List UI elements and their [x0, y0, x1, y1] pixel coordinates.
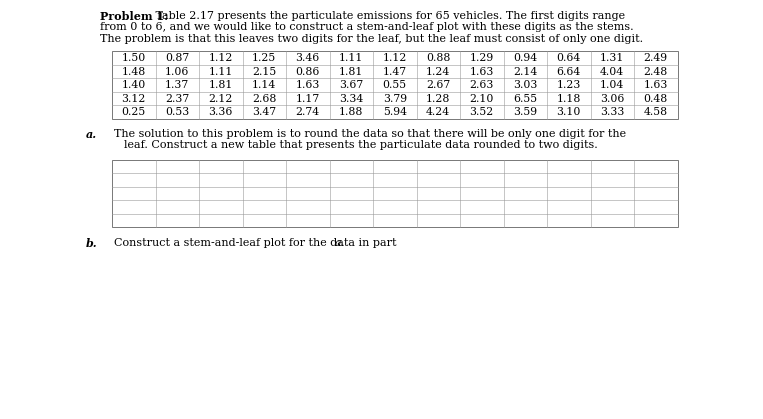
- Text: 0.87: 0.87: [165, 53, 189, 63]
- Text: a: a: [335, 238, 342, 248]
- Text: 6.55: 6.55: [513, 94, 537, 104]
- Text: 3.46: 3.46: [295, 53, 320, 63]
- Text: 1.81: 1.81: [208, 80, 233, 90]
- Text: 1.31: 1.31: [600, 53, 624, 63]
- Text: 0.55: 0.55: [383, 80, 407, 90]
- Text: 4.58: 4.58: [644, 107, 668, 117]
- Text: 2.68: 2.68: [252, 94, 276, 104]
- Text: 1.48: 1.48: [121, 67, 146, 77]
- Bar: [112, 52, 678, 119]
- Text: Table 2.17 presents the particulate emissions for 65 vehicles. The first digits : Table 2.17 presents the particulate emis…: [152, 11, 625, 21]
- Text: 3.34: 3.34: [339, 94, 363, 104]
- Text: 4.24: 4.24: [427, 107, 450, 117]
- Text: 3.36: 3.36: [208, 107, 233, 117]
- Text: 0.86: 0.86: [295, 67, 320, 77]
- Text: 1.06: 1.06: [165, 67, 189, 77]
- Bar: [112, 160, 678, 228]
- Text: 0.48: 0.48: [644, 94, 668, 104]
- Text: 1.88: 1.88: [339, 107, 363, 117]
- Text: 2.49: 2.49: [644, 53, 668, 63]
- Text: 3.06: 3.06: [600, 94, 624, 104]
- Text: 2.74: 2.74: [296, 107, 320, 117]
- Text: 0.94: 0.94: [513, 53, 537, 63]
- Text: 1.12: 1.12: [382, 53, 407, 63]
- Text: 0.25: 0.25: [121, 107, 146, 117]
- Text: 2.67: 2.67: [426, 80, 450, 90]
- Text: a.: a.: [86, 129, 97, 140]
- Text: 1.63: 1.63: [643, 80, 668, 90]
- Text: 1.37: 1.37: [165, 80, 189, 90]
- Text: .: .: [341, 238, 345, 248]
- Text: 3.12: 3.12: [121, 94, 146, 104]
- Text: The problem is that this leaves two digits for the leaf, but the leaf must consi: The problem is that this leaves two digi…: [100, 34, 643, 44]
- Text: 3.79: 3.79: [383, 94, 407, 104]
- Text: b.: b.: [86, 238, 98, 248]
- Text: 2.10: 2.10: [469, 94, 494, 104]
- Text: 1.63: 1.63: [295, 80, 320, 90]
- Text: The solution to this problem is to round the data so that there will be only one: The solution to this problem is to round…: [114, 129, 626, 139]
- Text: Problem 1:: Problem 1:: [100, 11, 168, 22]
- Text: 3.10: 3.10: [556, 107, 581, 117]
- Text: 1.14: 1.14: [252, 80, 276, 90]
- Text: 0.64: 0.64: [557, 53, 581, 63]
- Text: 6.64: 6.64: [557, 67, 581, 77]
- Text: 2.48: 2.48: [644, 67, 668, 77]
- Text: 3.47: 3.47: [253, 107, 276, 117]
- Text: leaf. Construct a new table that presents the particulate data rounded to two di: leaf. Construct a new table that present…: [124, 140, 597, 150]
- Text: 5.94: 5.94: [383, 107, 407, 117]
- Text: 4.04: 4.04: [600, 67, 624, 77]
- Text: 3.33: 3.33: [600, 107, 624, 117]
- Text: 1.18: 1.18: [556, 94, 581, 104]
- Text: 1.63: 1.63: [469, 67, 494, 77]
- Text: 1.25: 1.25: [252, 53, 276, 63]
- Text: 3.59: 3.59: [513, 107, 537, 117]
- Text: 0.53: 0.53: [165, 107, 189, 117]
- Text: 1.29: 1.29: [469, 53, 494, 63]
- Text: 2.14: 2.14: [513, 67, 537, 77]
- Text: 2.12: 2.12: [208, 94, 233, 104]
- Text: 1.23: 1.23: [556, 80, 581, 90]
- Text: 1.40: 1.40: [121, 80, 146, 90]
- Text: 1.28: 1.28: [426, 94, 450, 104]
- Text: from 0 to 6, and we would like to construct a stem-and-leaf plot with these digi: from 0 to 6, and we would like to constr…: [100, 23, 633, 33]
- Text: 1.11: 1.11: [339, 53, 363, 63]
- Text: 1.24: 1.24: [426, 67, 450, 77]
- Text: 3.52: 3.52: [469, 107, 494, 117]
- Text: 2.37: 2.37: [165, 94, 189, 104]
- Text: 3.03: 3.03: [513, 80, 537, 90]
- Text: 1.50: 1.50: [121, 53, 146, 63]
- Text: 2.63: 2.63: [469, 80, 494, 90]
- Text: 1.11: 1.11: [208, 67, 233, 77]
- Text: Construct a stem-and-leaf plot for the data in part: Construct a stem-and-leaf plot for the d…: [114, 238, 400, 248]
- Text: 1.17: 1.17: [295, 94, 320, 104]
- Text: 1.47: 1.47: [383, 67, 407, 77]
- Text: 0.88: 0.88: [426, 53, 450, 63]
- Text: 3.67: 3.67: [339, 80, 363, 90]
- Text: 2.15: 2.15: [252, 67, 276, 77]
- Text: 1.12: 1.12: [208, 53, 233, 63]
- Text: 1.81: 1.81: [339, 67, 363, 77]
- Text: 1.04: 1.04: [600, 80, 624, 90]
